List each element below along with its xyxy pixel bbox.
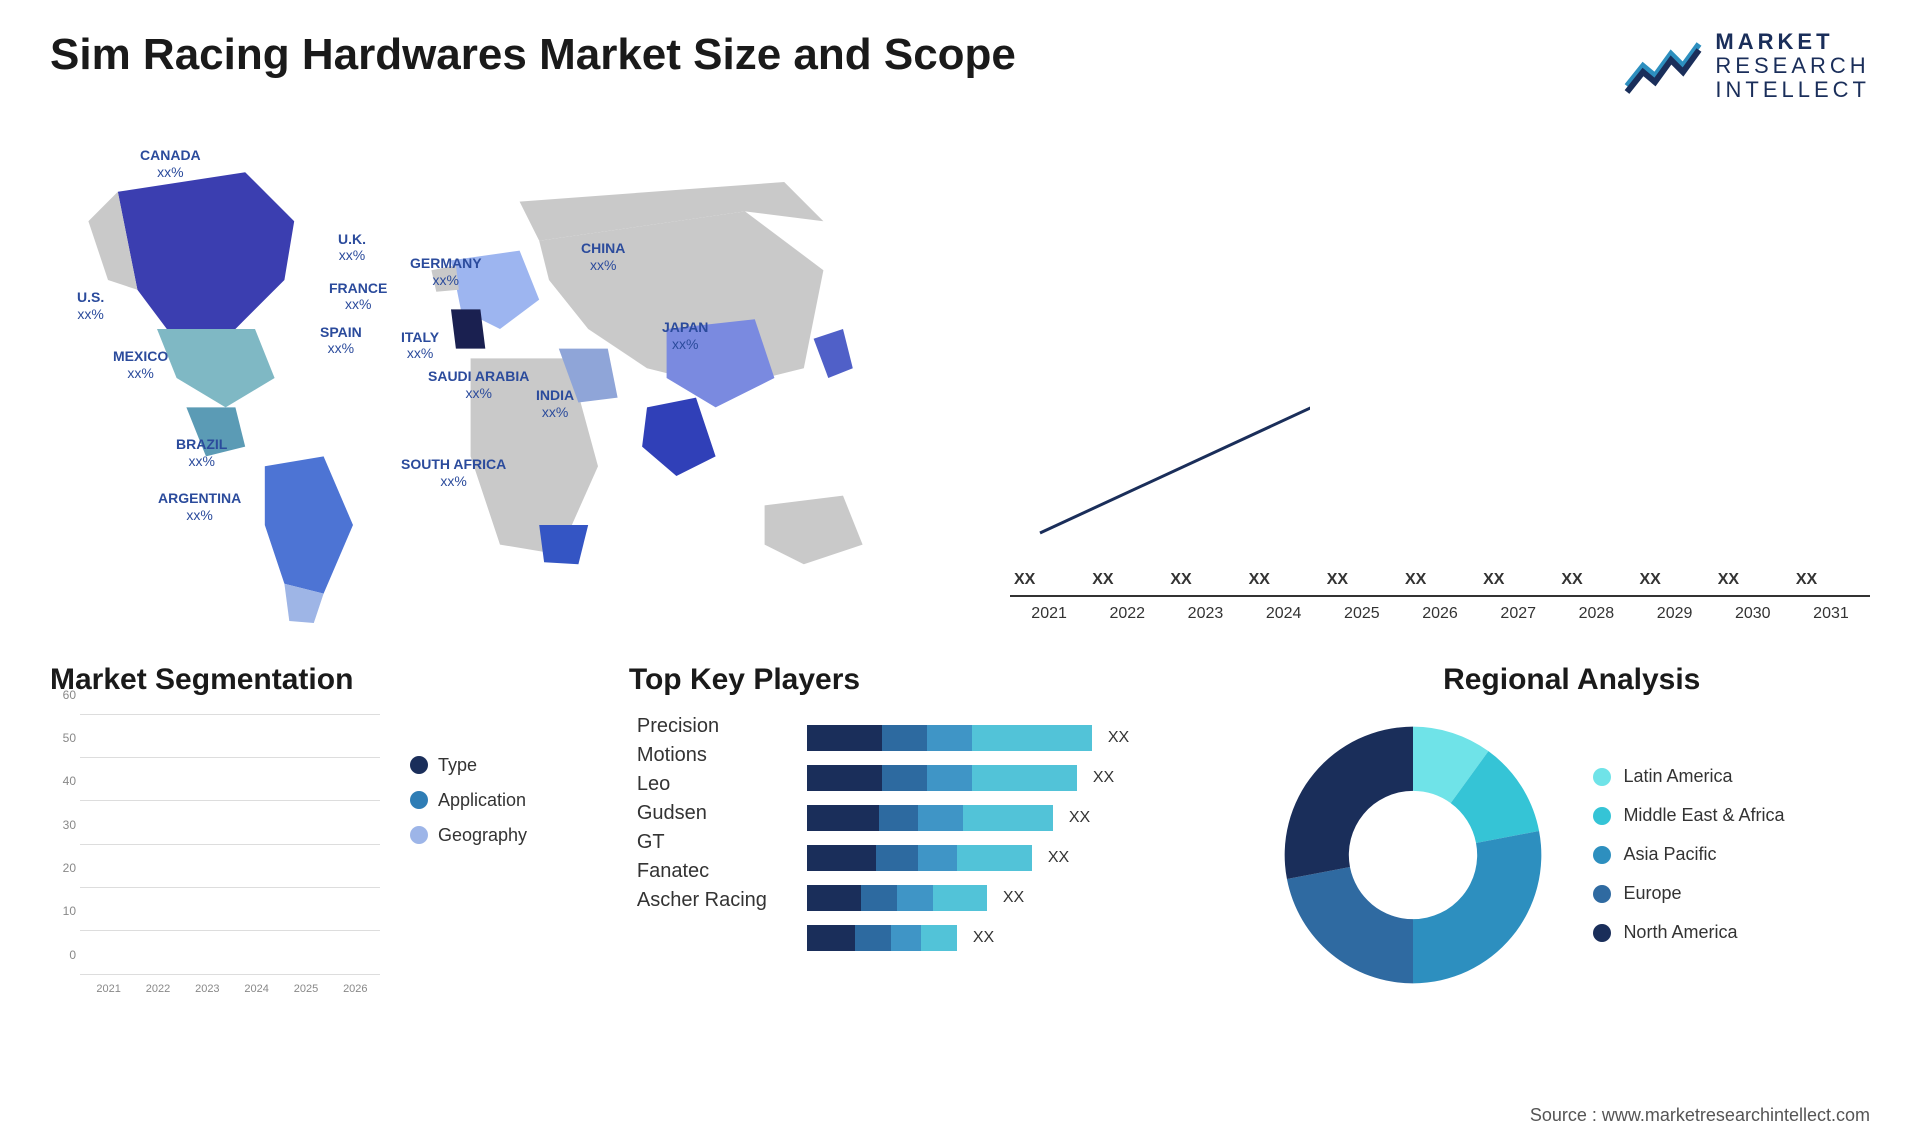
seg-year-label: 2024 xyxy=(232,983,281,995)
map-label-china: CHINAxx% xyxy=(581,240,625,274)
growth-value-label: XX xyxy=(1796,571,1817,589)
map-label-france: FRANCExx% xyxy=(329,280,387,314)
growth-year-label: 2023 xyxy=(1170,605,1240,623)
growth-value-label: XX xyxy=(1405,571,1426,589)
regional-legend: Latin America Middle East & Africa Asia Pa… xyxy=(1593,766,1784,943)
ra-legend-europe: Europe xyxy=(1593,883,1784,904)
kp-name: Ascher Racing xyxy=(637,889,807,912)
growth-value-label: XX xyxy=(1249,571,1270,589)
page-title: Sim Racing Hardwares Market Size and Sco… xyxy=(50,30,1016,80)
donut-seg-north-america xyxy=(1285,726,1413,878)
brand-logo: MARKET RESEARCH INTELLECT xyxy=(1623,30,1870,103)
kp-bar-row: XX xyxy=(807,805,1234,831)
segmentation-chart: 0102030405060 202120222023202420252026 xyxy=(50,715,380,995)
ra-legend-latin-america: Latin America xyxy=(1593,766,1784,787)
donut-seg-europe xyxy=(1287,867,1413,983)
kp-bar-row: XX xyxy=(807,765,1234,791)
logo-line2: RESEARCH xyxy=(1715,54,1870,78)
kp-value-label: XX xyxy=(1048,849,1069,867)
segmentation-title: Market Segmentation xyxy=(50,663,597,697)
map-label-brazil: BRAZILxx% xyxy=(176,436,227,470)
segmentation-legend: Type Application Geography xyxy=(410,755,527,995)
map-label-us: U.S.xx% xyxy=(77,289,104,323)
map-label-argentina: ARGENTINAxx% xyxy=(158,490,241,524)
source-text: Source : www.marketresearchintellect.com xyxy=(1530,1105,1870,1126)
kp-value-label: XX xyxy=(1093,769,1114,787)
seg-year-label: 2026 xyxy=(331,983,380,995)
growth-year-label: 2030 xyxy=(1718,605,1788,623)
keyplayers-title: Top Key Players xyxy=(629,663,807,697)
kp-bar-row: XX xyxy=(807,845,1234,871)
kp-bar-row: XX xyxy=(807,925,1234,951)
kp-name: Leo xyxy=(637,773,807,796)
map-label-saudiarabia: SAUDI ARABIAxx% xyxy=(428,368,529,402)
growth-value-label: XX xyxy=(1640,571,1661,589)
growth-year-label: 2025 xyxy=(1327,605,1397,623)
map-label-india: INDIAxx% xyxy=(536,387,574,421)
ra-legend-middle-east---africa: Middle East & Africa xyxy=(1593,805,1784,826)
growth-year-label: 2028 xyxy=(1561,605,1631,623)
growth-year-label: 2022 xyxy=(1092,605,1162,623)
map-label-mexico: MEXICOxx% xyxy=(113,348,168,382)
map-label-canada: CANADAxx% xyxy=(140,147,201,181)
world-map: CANADAxx% U.S.xx% MEXICOxx% BRAZILxx% ARGENT… xyxy=(50,133,950,623)
kp-value-label: XX xyxy=(973,929,994,947)
map-label-germany: GERMANYxx% xyxy=(410,255,482,289)
seg-legend-application: Application xyxy=(410,790,527,811)
kp-name: Motions xyxy=(637,744,807,767)
regional-title: Regional Analysis xyxy=(1273,663,1870,697)
growth-year-label: 2024 xyxy=(1249,605,1319,623)
growth-bar-chart: XX XX XX XX XX XX XX XX XX XX XX 2021 2022 2023 2024 2… xyxy=(1010,133,1870,623)
kp-bar-row: XX xyxy=(807,885,1234,911)
regional-donut-chart xyxy=(1273,715,1553,995)
seg-legend-geography: Geography xyxy=(410,825,527,846)
keyplayers-bars: XX XX XX XX XX XX xyxy=(807,725,1234,951)
logo-line3: INTELLECT xyxy=(1715,78,1870,102)
seg-year-label: 2025 xyxy=(281,983,330,995)
ra-legend-asia-pacific: Asia Pacific xyxy=(1593,844,1784,865)
kp-value-label: XX xyxy=(1069,809,1090,827)
kp-name: Precision xyxy=(637,715,807,738)
map-label-japan: JAPANxx% xyxy=(662,319,708,353)
seg-year-label: 2022 xyxy=(133,983,182,995)
seg-year-label: 2021 xyxy=(84,983,133,995)
map-label-italy: ITALYxx% xyxy=(401,329,439,363)
growth-year-label: 2031 xyxy=(1796,605,1866,623)
kp-value-label: XX xyxy=(1108,729,1129,747)
kp-name: Gudsen xyxy=(637,802,807,825)
growth-year-label: 2021 xyxy=(1014,605,1084,623)
keyplayers-names: Precision Motions Leo Gudsen GT Fanatec Ascher… xyxy=(637,715,807,912)
growth-value-label: XX xyxy=(1561,571,1582,589)
growth-year-label: 2027 xyxy=(1483,605,1553,623)
kp-name: Fanatec xyxy=(637,860,807,883)
kp-name: GT xyxy=(637,831,807,854)
logo-line1: MARKET xyxy=(1715,30,1870,54)
growth-value-label: XX xyxy=(1718,571,1739,589)
growth-value-label: XX xyxy=(1327,571,1348,589)
growth-value-label: XX xyxy=(1170,571,1191,589)
donut-seg-asia-pacific xyxy=(1413,831,1541,983)
map-label-spain: SPAINxx% xyxy=(320,324,362,358)
map-label-southafrica: SOUTH AFRICAxx% xyxy=(401,456,506,490)
kp-bar-row: XX xyxy=(807,725,1234,751)
map-label-uk: U.K.xx% xyxy=(338,231,366,265)
kp-value-label: XX xyxy=(1003,889,1024,907)
logo-mark-icon xyxy=(1623,36,1703,96)
growth-year-label: 2029 xyxy=(1640,605,1710,623)
growth-year-label: 2026 xyxy=(1405,605,1475,623)
growth-value-label: XX xyxy=(1014,571,1035,589)
seg-year-label: 2023 xyxy=(183,983,232,995)
growth-value-label: XX xyxy=(1092,571,1113,589)
growth-value-label: XX xyxy=(1483,571,1504,589)
ra-legend-north-america: North America xyxy=(1593,922,1784,943)
seg-legend-type: Type xyxy=(410,755,527,776)
